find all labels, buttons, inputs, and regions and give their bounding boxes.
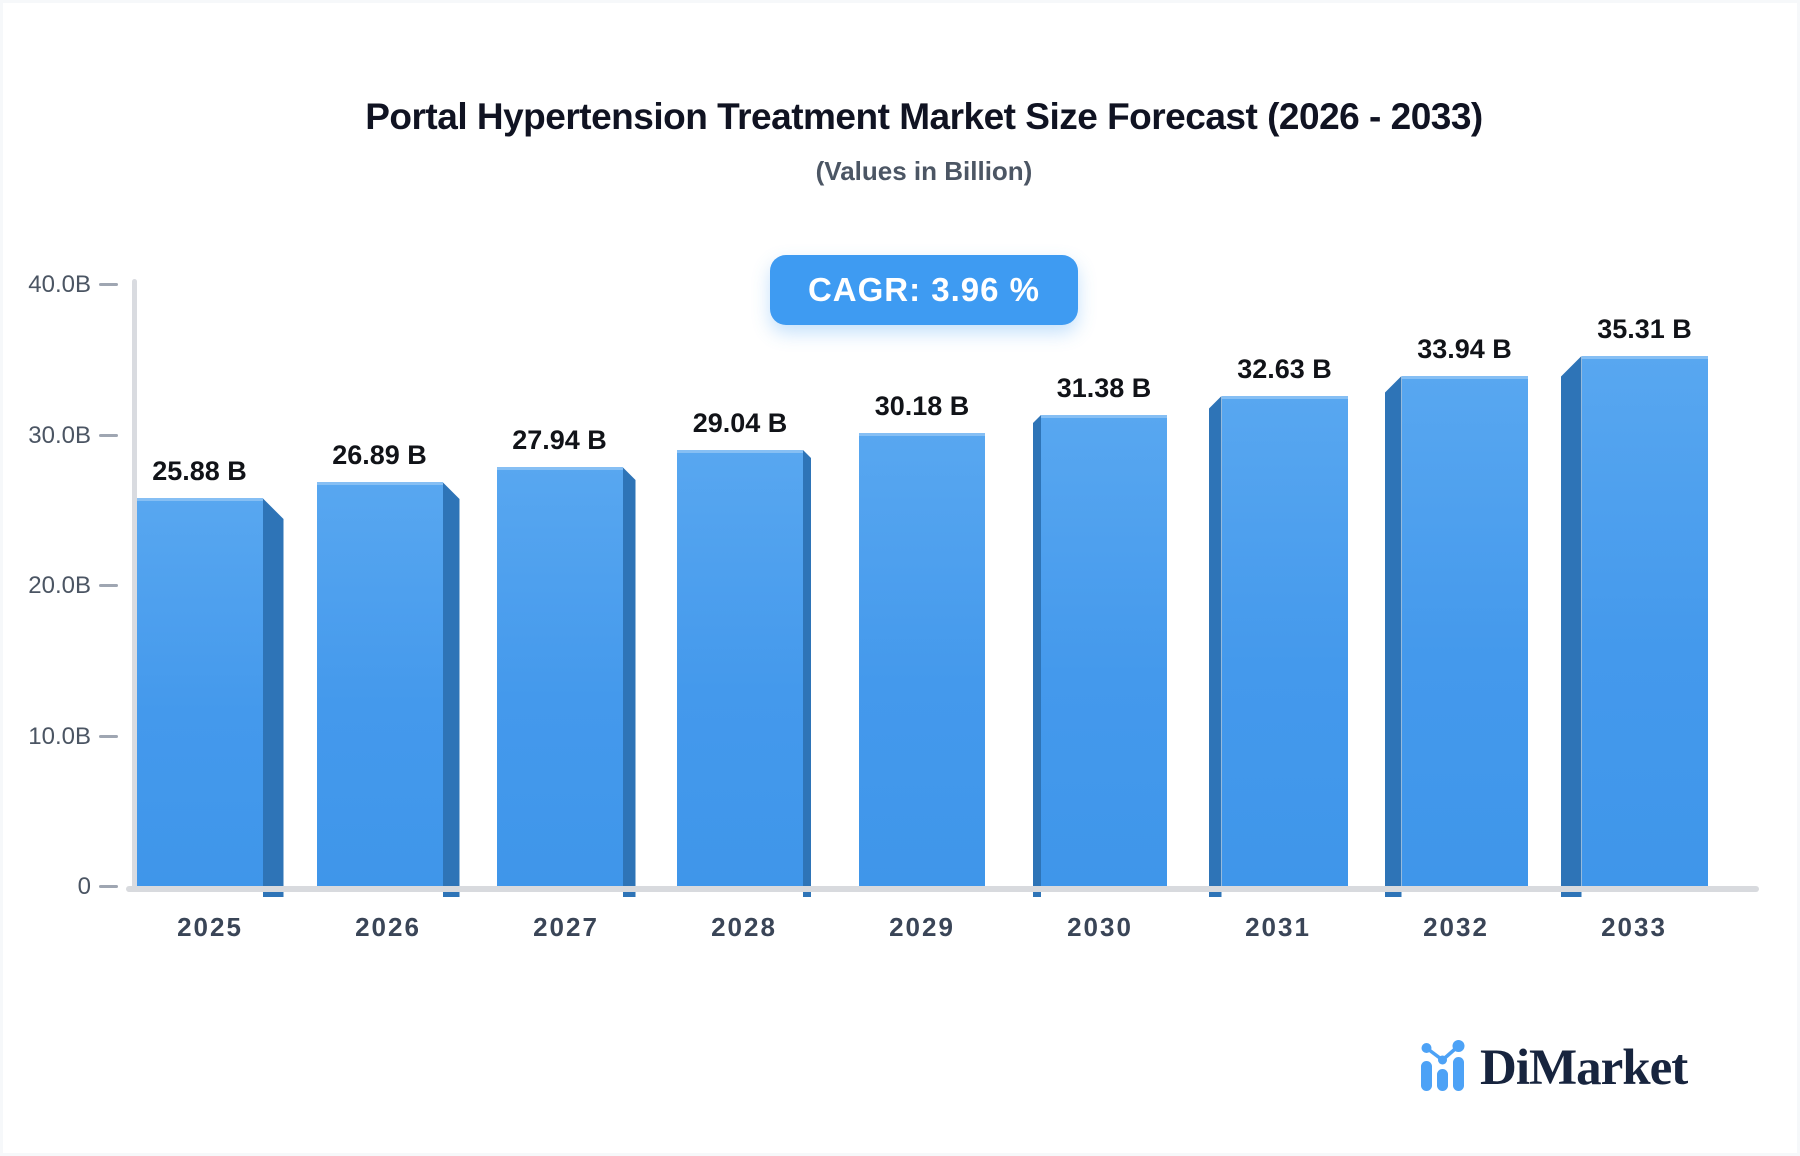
bar-value-label: 33.94 B	[1417, 334, 1512, 364]
bar-slot-2033: 35.31 B 2033	[1545, 285, 1723, 942]
bar-face	[859, 433, 985, 887]
y-tick-label-30: 30.0B	[28, 421, 91, 449]
y-tick-label-20: 20.0B	[28, 572, 91, 599]
bar-2032: 33.94 B	[1384, 334, 1528, 897]
chart-header: Portal Hypertension Treatment Market Siz…	[0, 96, 1800, 187]
bar-slot-2029: 30.18 B 2029	[833, 285, 1011, 942]
plot-area: 25.88 B 2025 26.89 B 2026 27.94 B 2027 29.04 B…	[28, 271, 1759, 942]
cagr-badge: CAGR: 3.96 %	[769, 255, 1079, 325]
bar-slot-2027: 27.94 B 2027	[477, 285, 655, 942]
x-axis-label-2029: 2029	[889, 912, 955, 942]
bar-3d-side	[622, 467, 636, 897]
x-axis-baseline	[126, 886, 1759, 892]
y-tick-mark	[99, 433, 118, 437]
badge-row: CAGR: 3.96 %	[0, 255, 1800, 325]
bar-2028: 29.04 B	[677, 408, 811, 897]
bar-value-label: 27.94 B	[512, 425, 607, 455]
dimarket-logo: DiMarket	[1420, 1040, 1688, 1097]
bar-3d-side	[442, 482, 460, 897]
y-tick-mark	[99, 734, 118, 738]
bar-3d-side	[803, 450, 811, 897]
bar-slot-2032: 33.94 B 2032	[1367, 285, 1545, 942]
y-tick-label-0: 0	[77, 873, 91, 900]
bar-slot-2028: 29.04 B 2028	[655, 285, 833, 942]
x-axis-label-2027: 2027	[533, 912, 599, 942]
bar-face	[1221, 396, 1348, 887]
bar-3d-side	[1560, 356, 1582, 897]
bar-2030: 31.38 B	[1033, 373, 1167, 897]
bar-2026: 26.89 B	[316, 440, 460, 897]
bar-3d-side	[262, 498, 284, 897]
x-axis-label-2028: 2028	[711, 912, 777, 942]
bars-container: 25.88 B 2025 26.89 B 2026 27.94 B 2027 29.04 B…	[121, 285, 1723, 942]
bar-2031: 32.63 B	[1208, 354, 1348, 897]
bar-face	[316, 482, 443, 887]
bar-2033: 35.31 B	[1560, 314, 1708, 897]
x-axis-label-2031: 2031	[1245, 912, 1311, 942]
bar-value-label: 25.88 B	[152, 456, 247, 486]
y-axis-line	[132, 279, 137, 889]
bar-3d-side	[1384, 376, 1402, 897]
bar-face	[677, 450, 803, 887]
y-tick-mark	[99, 885, 118, 888]
bar-3d-side	[1033, 415, 1041, 897]
bar-slot-2031: 32.63 B 2031	[1189, 285, 1367, 942]
bar-slot-2026: 26.89 B 2026	[299, 285, 477, 942]
x-axis-label-2033: 2033	[1601, 912, 1667, 942]
y-tick-label-10: 10.0B	[28, 722, 91, 750]
bar-face	[1581, 356, 1708, 887]
x-axis-label-2026: 2026	[355, 912, 421, 942]
chart-title: Portal Hypertension Treatment Market Siz…	[365, 96, 1483, 137]
x-axis-label-2025: 2025	[177, 912, 243, 942]
y-tick-mark	[99, 584, 118, 587]
x-axis-label-2030: 2030	[1067, 912, 1133, 942]
bar-value-label: 30.18 B	[874, 391, 970, 421]
bar-2029: 30.18 B	[859, 391, 985, 887]
bar-value-label: 26.89 B	[332, 440, 427, 470]
bar-value-label: 31.38 B	[1056, 373, 1152, 403]
bar-face	[1401, 376, 1528, 887]
y-tick-mark	[99, 283, 118, 286]
bar-value-label: 29.04 B	[692, 408, 788, 438]
bar-2027: 27.94 B	[496, 425, 636, 897]
dimarket-logo-text: DiMarket	[1480, 1040, 1688, 1097]
y-tick-label-40: 40.0B	[28, 271, 91, 298]
bar-face	[1041, 415, 1167, 887]
bar-slot-2025: 25.88 B 2025	[121, 285, 299, 942]
bar-slot-2030: 31.38 B 2030	[1011, 285, 1189, 942]
bar-value-label: 32.63 B	[1237, 354, 1332, 384]
bar-2025: 25.88 B	[136, 456, 284, 897]
bar-3d-side	[1208, 396, 1222, 897]
x-axis-label-2032: 2032	[1423, 912, 1489, 942]
bar-value-label: 35.31 B	[1597, 314, 1692, 344]
bar-face	[496, 467, 623, 887]
bar-face	[136, 498, 263, 887]
chart-subtitle: (Values in Billion)	[815, 156, 1033, 186]
dimarket-bar-line-logo-icon	[1421, 1040, 1465, 1091]
